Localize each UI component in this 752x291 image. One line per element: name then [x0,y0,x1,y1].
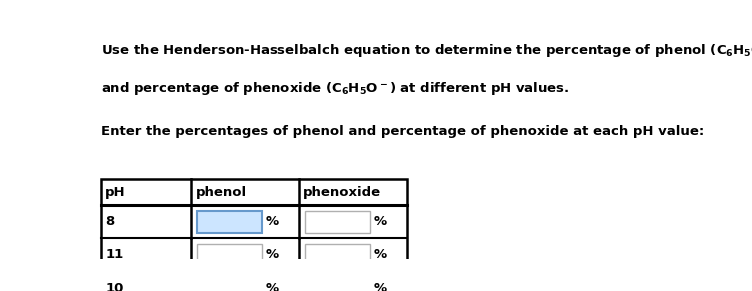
Bar [101,180,407,291]
Text: and percentage of phenoxide ($\mathregular{C_6H_5O^-}$) at different pH values.: and percentage of phenoxide ($\mathregul… [101,80,569,97]
Text: %: % [373,249,387,261]
Text: %: % [373,215,387,228]
Bar [197,244,262,266]
Text: 8: 8 [105,215,114,228]
Bar [197,277,262,291]
Text: %: % [265,215,278,228]
Text: phenoxide: phenoxide [303,186,381,199]
Text: %: % [373,282,387,291]
Text: 10: 10 [105,282,123,291]
Text: Enter the percentages of phenol and percentage of phenoxide at each pH value:: Enter the percentages of phenol and perc… [101,125,704,138]
Text: pH: pH [105,186,126,199]
Bar [305,211,370,233]
Bar [305,244,370,266]
Bar [197,211,262,233]
Bar [305,277,370,291]
Text: Use the Henderson-Hasselbalch equation to determine the percentage of phenol ($\: Use the Henderson-Hasselbalch equation t… [101,42,752,59]
Text: 11: 11 [105,249,123,261]
Text: %: % [265,282,278,291]
Text: %: % [265,249,278,261]
Text: phenol: phenol [196,186,247,199]
